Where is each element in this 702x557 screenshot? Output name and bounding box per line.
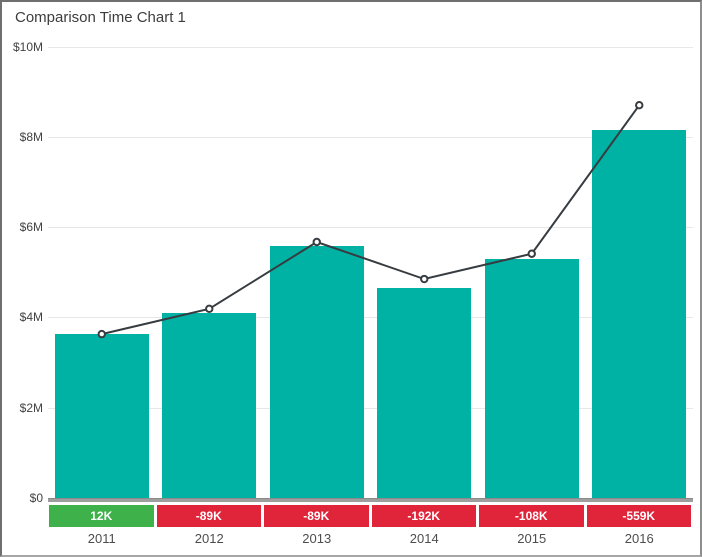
bar-2011[interactable] (54, 333, 149, 498)
x-axis-year-label: 2012 (194, 531, 224, 546)
bar-2015[interactable] (484, 258, 579, 498)
y-axis-tick-label: $8M (19, 129, 43, 144)
line-marker-2013[interactable] (312, 237, 321, 247)
y-axis-tick-label: $10M (12, 39, 43, 54)
chart-title: Comparison Time Chart 1 (15, 9, 186, 26)
y-axis-tick-label: $4M (19, 310, 43, 325)
delta-badge-2014: -192K (371, 505, 476, 527)
gridline (48, 407, 693, 409)
y-axis-tick-label: $6M (19, 220, 43, 235)
delta-badge-2016: -559K (586, 505, 691, 527)
x-axis-year-label: 2013 (302, 531, 332, 546)
bar-2016[interactable] (592, 130, 687, 498)
bar-2012[interactable] (162, 312, 257, 498)
x-axis-year-label: 2015 (517, 531, 547, 546)
bar-2014[interactable] (377, 287, 472, 498)
bar-2013[interactable] (269, 246, 364, 498)
line-marker-2011[interactable] (97, 329, 106, 339)
delta-badge-2012: -89K (156, 505, 261, 527)
gridline (48, 46, 693, 48)
y-axis-tick-label: $2M (19, 400, 43, 415)
line-marker-2014[interactable] (420, 274, 429, 284)
line-marker-2012[interactable] (205, 304, 214, 314)
x-axis-line (48, 498, 693, 502)
delta-badge-2013: -89K (264, 505, 369, 527)
x-axis-year-label: 2016 (624, 531, 654, 546)
delta-badge-2015: -108K (479, 505, 584, 527)
line-marker-2016[interactable] (635, 100, 644, 110)
y-axis-tick-label: $0 (29, 491, 43, 505)
line-marker-2015[interactable] (527, 249, 536, 258)
x-axis-year-label: 2011 (87, 531, 116, 546)
delta-badge-2011: 12K (49, 505, 154, 527)
x-axis-year-label: 2014 (409, 531, 439, 546)
